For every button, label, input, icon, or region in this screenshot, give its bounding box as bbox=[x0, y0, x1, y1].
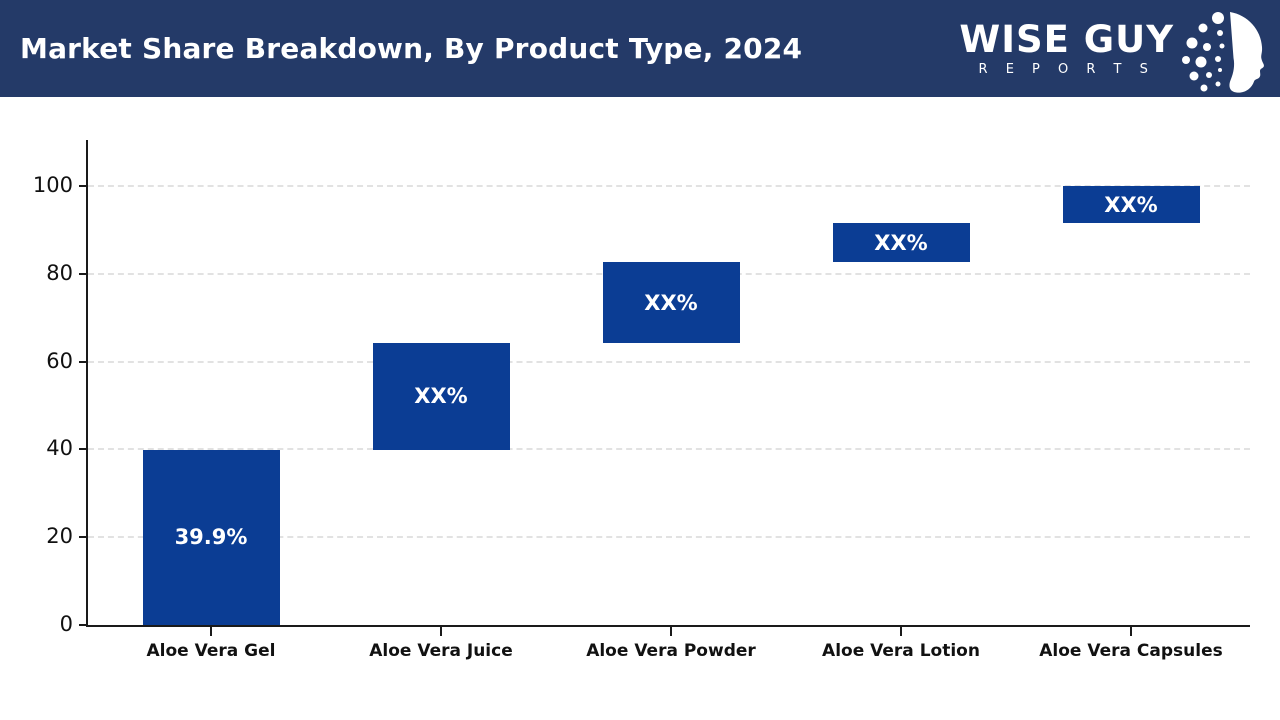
y-axis-tick bbox=[79, 536, 88, 539]
x-category-label: Aloe Vera Lotion bbox=[822, 641, 980, 661]
bar-aloe-vera-lotion: XX% bbox=[832, 223, 970, 262]
gridline bbox=[88, 185, 1250, 187]
logo-reports-text: R E P O R T S bbox=[978, 62, 1155, 77]
x-axis-tick bbox=[210, 627, 212, 636]
y-axis-line bbox=[86, 140, 88, 627]
x-axis-tick bbox=[900, 627, 902, 636]
bar-value-label: XX% bbox=[414, 384, 468, 409]
bar-aloe-vera-capsules: XX% bbox=[1062, 186, 1200, 224]
logo-head-icon bbox=[1182, 12, 1264, 93]
bar-value-label: XX% bbox=[1104, 192, 1158, 217]
bar-value-label: XX% bbox=[644, 290, 698, 315]
y-axis-tick bbox=[79, 185, 88, 187]
y-tick-label: 100 bbox=[32, 173, 73, 197]
x-category-label: Aloe Vera Juice bbox=[369, 641, 513, 661]
y-axis-tick bbox=[79, 448, 88, 451]
x-axis-tick bbox=[440, 627, 442, 636]
bar-aloe-vera-gel: 39.9% bbox=[142, 449, 280, 625]
bar-aloe-vera-powder: XX% bbox=[602, 261, 740, 344]
x-axis-tick bbox=[670, 627, 672, 636]
logo-text: WISE GUY R E P O R T S bbox=[959, 20, 1174, 78]
y-tick-label: 80 bbox=[46, 260, 73, 285]
x-axis-line bbox=[86, 625, 1250, 627]
page-title: Market Share Breakdown, By Product Type,… bbox=[20, 32, 803, 65]
waterfall-chart: 0 20 40 60 80 100 39.9% Aloe Vera Gel XX% Aloe Ve… bbox=[0, 97, 1280, 717]
header-bar: Market Share Breakdown, By Product Type,… bbox=[0, 0, 1280, 97]
gridline bbox=[88, 536, 1250, 539]
gridline bbox=[88, 448, 1250, 451]
y-axis-tick bbox=[79, 624, 88, 626]
bar-aloe-vera-juice: XX% bbox=[372, 343, 510, 450]
x-category-label: Aloe Vera Gel bbox=[146, 641, 276, 661]
x-category-label: Aloe Vera Powder bbox=[586, 641, 756, 661]
y-tick-label: 40 bbox=[46, 436, 73, 461]
y-tick-label: 0 bbox=[59, 612, 73, 636]
bar-value-label: 39.9% bbox=[174, 525, 248, 550]
logo-wiseguy-text: WISE GUY bbox=[959, 18, 1174, 61]
bar-value-label: XX% bbox=[874, 230, 928, 255]
x-category-label: Aloe Vera Capsules bbox=[1039, 641, 1223, 661]
y-axis-tick bbox=[79, 360, 88, 363]
x-axis-tick bbox=[1130, 627, 1132, 636]
wise-guy-reports-logo: WISE GUY R E P O R T S bbox=[959, 6, 1264, 93]
gridline bbox=[88, 360, 1250, 363]
y-axis-tick bbox=[79, 272, 88, 275]
y-tick-label: 60 bbox=[46, 348, 73, 373]
y-tick-label: 20 bbox=[46, 524, 73, 549]
